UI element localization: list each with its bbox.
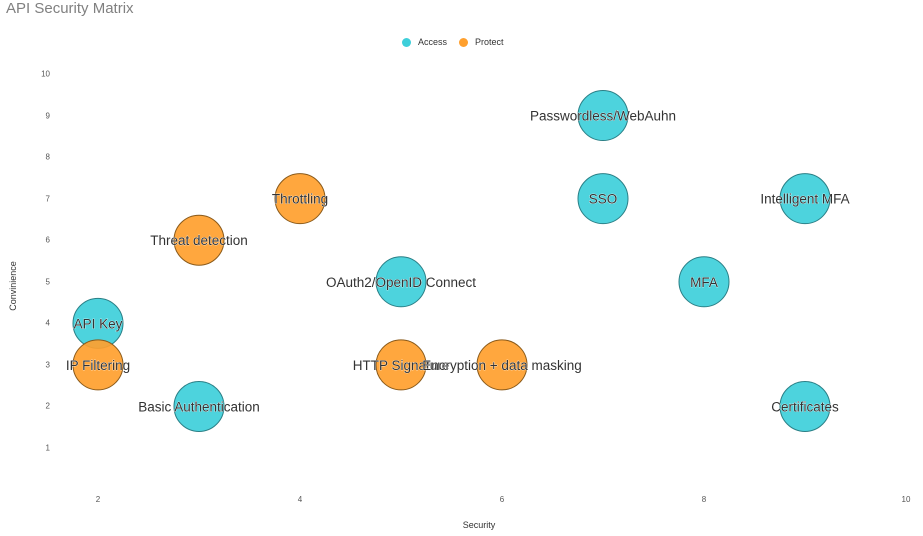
- bubble-label: OAuth2/OpenID Connect: [326, 275, 476, 290]
- bubble-protect[interactable]: [375, 339, 427, 391]
- legend-label-protect: Protect: [475, 37, 504, 47]
- y-tick-label: 6: [45, 235, 50, 245]
- y-tick-label: 3: [45, 360, 50, 370]
- x-tick-label: 8: [701, 495, 707, 504]
- access-dot-icon: [402, 37, 411, 47]
- bubble-protect[interactable]: [476, 339, 528, 391]
- x-tick-label: 2: [95, 495, 101, 504]
- y-tick-label: 9: [45, 111, 50, 121]
- x-axis-label: Security: [462, 520, 496, 530]
- y-tick-label: 7: [45, 194, 50, 204]
- bubbles-layer: [72, 90, 831, 432]
- y-tick-label: 1: [45, 443, 50, 453]
- bubble-protect[interactable]: [173, 214, 225, 266]
- bubble-protect[interactable]: [72, 339, 124, 391]
- x-tick-label: 6: [499, 495, 505, 504]
- legend-label-access: Access: [418, 37, 448, 47]
- bubble-label: Intelligent MFA: [760, 192, 849, 207]
- chart-title: API Security Matrix: [6, 0, 134, 17]
- labels-layer: Passwordless/WebAuhn SSO Intelligent MFA OA…: [66, 108, 850, 415]
- bubble-label: Threat detection: [150, 233, 248, 248]
- legend: Access Protect: [402, 37, 516, 47]
- x-tick-label: 4: [297, 495, 303, 504]
- bubble-access[interactable]: [577, 173, 629, 225]
- bubble-label: API Key: [74, 316, 123, 331]
- legend-item-protect[interactable]: Protect: [459, 37, 504, 47]
- bubble-label: Throttling: [272, 192, 328, 207]
- bubble-label: IP Filtering: [66, 358, 130, 373]
- bubble-access[interactable]: [577, 90, 629, 142]
- legend-item-access[interactable]: Access: [402, 37, 447, 47]
- bubble-label: Certificates: [771, 399, 839, 414]
- bubble-access[interactable]: [678, 256, 730, 308]
- bubble-access[interactable]: [173, 380, 225, 432]
- bubble-protect[interactable]: [274, 173, 326, 225]
- bubble-label: Encryption + data masking: [422, 358, 581, 373]
- y-tick-label: 10: [41, 69, 50, 79]
- protect-dot-icon: [459, 37, 469, 47]
- bubble-access[interactable]: [779, 380, 831, 432]
- y-tick-label: 4: [45, 318, 50, 328]
- y-tick-label: 5: [45, 277, 50, 287]
- bubble-access[interactable]: [375, 256, 427, 308]
- x-tick-label: 10: [901, 495, 911, 504]
- bubble-access[interactable]: [779, 173, 831, 225]
- bubble-label: MFA: [690, 275, 718, 290]
- bubble-label: Basic Authentication: [138, 399, 260, 414]
- y-tick-label: 2: [45, 401, 50, 411]
- y-tick-label: 8: [45, 152, 50, 162]
- bubble-label: Passwordless/WebAuhn: [530, 109, 676, 124]
- bubble-label: HTTP Signature: [353, 358, 450, 373]
- bubble-label: SSO: [589, 192, 618, 207]
